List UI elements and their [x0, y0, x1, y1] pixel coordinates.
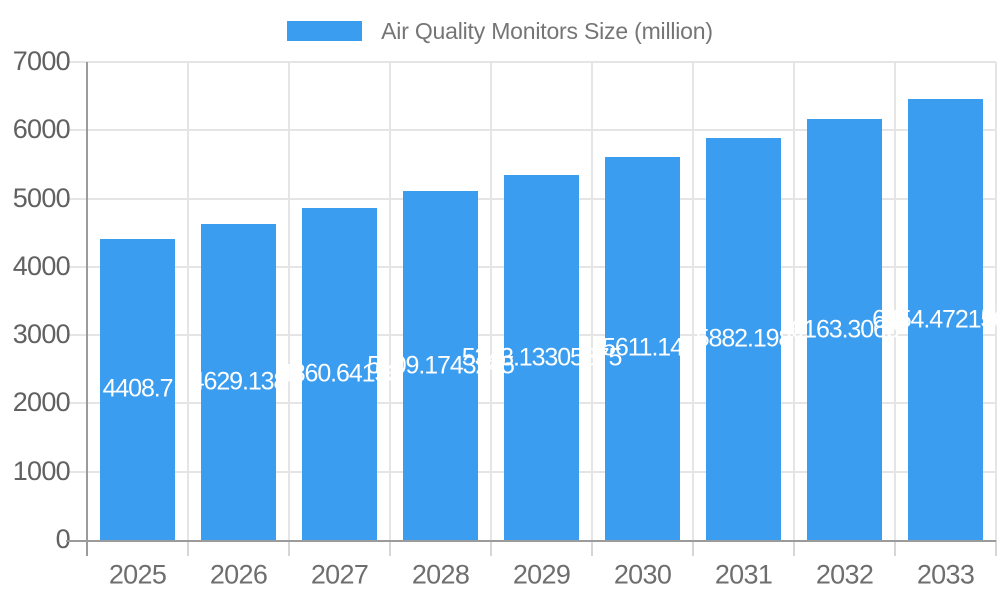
x-axis-label: 2027 [310, 559, 369, 590]
y-axis-label: 3000 [12, 319, 71, 350]
x-axis-label: 2030 [613, 559, 672, 590]
y-axis-label: 5000 [12, 182, 71, 213]
legend: Air Quality Monitors Size (million) [0, 14, 1000, 48]
v-gridline [894, 62, 896, 540]
x-axis-tick [793, 540, 795, 556]
v-gridline [995, 62, 997, 540]
y-axis-line [86, 62, 88, 556]
x-axis-tick [288, 540, 290, 556]
x-axis-label: 2025 [108, 559, 167, 590]
y-axis-label: 1000 [12, 455, 71, 486]
legend-swatch [287, 21, 363, 41]
bar-2025[interactable] [100, 238, 175, 540]
bar-2032[interactable] [807, 119, 882, 540]
x-axis-tick [995, 540, 997, 556]
h-gridline [68, 129, 996, 132]
v-gridline [288, 62, 290, 540]
bar-2033[interactable] [908, 99, 983, 540]
x-axis-label: 2031 [714, 559, 773, 590]
v-gridline [389, 62, 391, 540]
x-axis-line [66, 540, 996, 542]
v-gridline [490, 62, 492, 540]
y-axis-label: 6000 [12, 114, 71, 145]
v-gridline [692, 62, 694, 540]
y-axis-label: 4000 [12, 250, 71, 281]
x-axis-label: 2033 [916, 559, 975, 590]
x-axis-label: 2028 [411, 559, 470, 590]
x-axis-tick [894, 540, 896, 556]
x-axis-tick [389, 540, 391, 556]
x-axis-label: 2032 [815, 559, 874, 590]
v-gridline [187, 62, 189, 540]
bar-2027[interactable] [302, 208, 377, 540]
legend-label: Air Quality Monitors Size (million) [381, 17, 713, 44]
x-axis-label: 2029 [512, 559, 571, 590]
x-axis-tick [692, 540, 694, 556]
y-axis-label: 2000 [12, 387, 71, 418]
x-axis-tick [490, 540, 492, 556]
y-axis-label: 7000 [12, 45, 71, 76]
x-axis-tick [591, 540, 593, 556]
v-gridline [591, 62, 593, 540]
v-gridline [793, 62, 795, 540]
y-axis-label: 0 [55, 523, 71, 554]
bar-2030[interactable] [605, 156, 680, 540]
bar-2026[interactable] [201, 223, 276, 540]
legend-item[interactable]: Air Quality Monitors Size (million) [287, 18, 713, 45]
bar-2028[interactable] [403, 191, 478, 540]
h-gridline [68, 61, 996, 63]
bar-2029[interactable] [504, 175, 579, 540]
x-axis-tick [187, 540, 189, 556]
x-axis-label: 2026 [209, 559, 268, 590]
bar-2031[interactable] [706, 138, 781, 540]
